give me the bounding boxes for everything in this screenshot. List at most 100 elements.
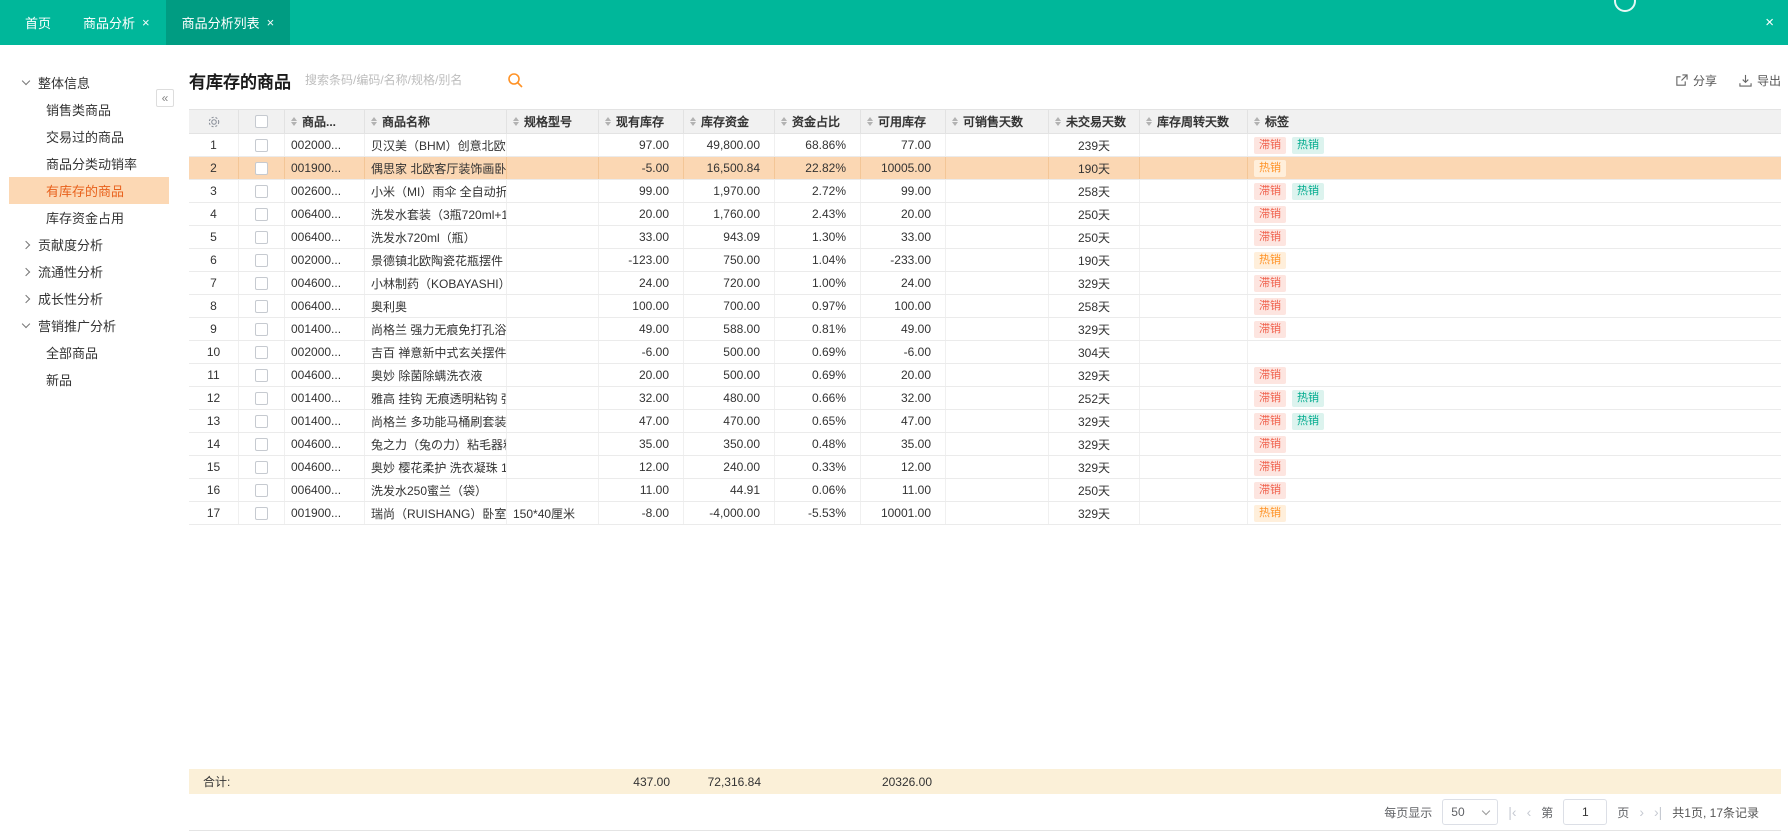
row-checkbox[interactable] [255,230,268,244]
row-checkbox[interactable] [255,184,268,198]
sidebar-item-label: 全部商品 [46,346,99,361]
sidebar-item-1[interactable]: 销售类商品 [9,96,169,123]
tab-close-icon[interactable]: × [142,15,150,30]
column-header-name[interactable]: 商品名称 [365,110,507,133]
row-checkbox[interactable] [255,437,268,451]
sidebar-item-8[interactable]: 成长性分析 [9,285,169,312]
table-row-3[interactable]: 3 002600... 小米（MI）雨伞 全自动折叠 99.00 1,970.00 2.7… [189,180,1781,203]
row-checkbox[interactable] [255,276,268,290]
row-checkbox[interactable] [255,299,268,313]
sort-icon[interactable] [952,117,958,126]
row-checkbox[interactable] [255,207,268,221]
table-row-15[interactable]: 15 004600... 奥妙 樱花柔护 洗衣凝珠 10 12.00 240.00 0.3… [189,456,1781,479]
share-button[interactable]: 分享 [1675,72,1717,89]
sort-icon[interactable] [690,117,696,126]
sidebar-item-0[interactable]: 整体信息 [9,69,169,96]
row-checkbox[interactable] [255,483,268,497]
table-row-10[interactable]: 10 002000... 吉百 禅意新中式玄关摆件套 -6.00 500.00 0.69%… [189,341,1781,364]
table-row-14[interactable]: 14 004600... 兔之力（兔の力）粘毛器粘 35.00 350.00 0.48% 3… [189,433,1781,456]
table-row-1[interactable]: 1 002000...贝汉美（BHM）创意北欧陶瓷 97.0049,800.0068… [189,134,1781,157]
column-header-code[interactable]: 商品... [285,110,365,133]
table-row-16[interactable]: 16 006400... 洗发水250蜜兰（袋） 11.00 44.91 0.06% 11.… [189,479,1781,502]
column-header-turnover_days[interactable]: 库存周转天数 [1140,110,1248,133]
sort-icon[interactable] [1146,117,1152,126]
cell-sellable-days [946,134,1049,156]
row-checkbox[interactable] [255,391,268,405]
sidebar-collapse-button[interactable]: « [156,89,174,107]
row-checkbox[interactable] [255,161,268,175]
table-row-7[interactable]: 7004600...小林制药（KOBAYASHI）日24.00720.001.0… [189,272,1781,295]
avatar-circle-icon[interactable] [1614,0,1636,12]
sidebar-item-2[interactable]: 交易过的商品 [9,123,169,150]
row-checkbox[interactable] [255,322,268,336]
next-page-button[interactable]: › [1639,804,1644,820]
sidebar-item-7[interactable]: 流通性分析 [9,258,169,285]
sidebar-item-6[interactable]: 贡献度分析 [9,231,169,258]
sidebar-item-4[interactable]: 有库存的商品 [9,177,169,204]
row-index: 10 [189,341,239,363]
row-checkbox[interactable] [255,368,268,382]
sort-icon[interactable] [371,117,377,126]
sort-icon[interactable] [605,117,611,126]
export-button[interactable]: 导出 [1739,72,1781,89]
page-number-input[interactable] [1563,799,1608,825]
header-checkbox[interactable] [255,115,268,128]
table-row-5[interactable]: 5 006400... 洗发水720ml（瓶） 33.00 943.09 1.30% 33.… [189,226,1781,249]
table-row-6[interactable]: 6 002000... 景德镇北欧陶瓷花瓶摆件 优 -123.00 750.00 1.04… [189,249,1781,272]
sort-icon[interactable] [291,117,297,126]
cell-turnover-days [1140,226,1248,248]
table-row-13[interactable]: 13 001400... 尚格兰 多功能马桶刷套装 无 47.00 470.00 0.65… [189,410,1781,433]
share-label: 分享 [1692,73,1717,88]
row-checkbox[interactable] [255,414,268,428]
column-header-avail[interactable]: 可用库存 [861,110,946,133]
table-row-11[interactable]: 11 004600... 奥妙 除菌除螨洗衣液 20.00 500.00 0.69% 20.… [189,364,1781,387]
column-header-no_trade_days[interactable]: 未交易天数 [1049,110,1140,133]
cell-sellable-days [946,433,1049,455]
last-page-button[interactable]: ›| [1653,804,1663,820]
table-row-17[interactable]: 17 001900... 瑞尚（RUISHANG）卧室挂 150*40厘米 -8.00-… [189,502,1781,525]
column-header-tags[interactable]: 标签 [1248,110,1781,133]
column-header-stock[interactable]: 现有库存 [599,110,684,133]
tab-2[interactable]: 商品分析列表 × [165,0,291,45]
column-header-sell_days[interactable]: 可销售天数 [946,110,1049,133]
table-row-4[interactable]: 4 006400... 洗发水套装（3瓶720ml+1瓶 20.00 1,760.00 2… [189,203,1781,226]
column-header-fund[interactable]: 库存资金 [684,110,775,133]
row-checkbox[interactable] [255,460,268,474]
row-checkbox[interactable] [255,506,268,520]
row-index: 9 [189,318,239,340]
row-checkbox[interactable] [255,253,268,267]
sidebar-item-11[interactable]: 新品 [9,366,169,393]
column-settings-gear-icon[interactable] [189,110,239,133]
column-header-check[interactable] [239,110,285,133]
sort-icon[interactable] [781,117,787,126]
table-row-2[interactable]: 2 001900... 偶思家 北欧客厅装饰画卧室 -5.00 16,500.84 22.… [189,157,1781,180]
row-index: 2 [189,157,239,179]
search-icon[interactable] [507,72,523,88]
sidebar-item-5[interactable]: 库存资金占用 [9,204,169,231]
summary-empty [239,769,285,794]
search-input[interactable] [305,73,503,87]
share-icon [1675,73,1688,87]
sidebar-item-3[interactable]: 商品分类动销率 [9,150,169,177]
sidebar-item-9[interactable]: 营销推广分析 [9,312,169,339]
prev-page-button[interactable]: ‹ [1526,804,1532,820]
sort-icon[interactable] [1055,117,1061,126]
tab-1[interactable]: 商品分析 × [67,0,166,45]
sort-icon[interactable] [867,117,873,126]
column-header-ratio[interactable]: 资金占比 [775,110,861,133]
sidebar-item-10[interactable]: 全部商品 [9,339,169,366]
table-row-9[interactable]: 9 001400... 尚格兰 强力无痕免打孔浴室 49.00 588.00 0.81% 4… [189,318,1781,341]
row-checkbox[interactable] [255,345,268,359]
first-page-button[interactable]: |‹ [1508,804,1517,820]
row-checkbox-cell [239,134,285,156]
tab-0[interactable]: 首页 [9,0,67,45]
table-row-8[interactable]: 8 006400... 奥利奥 100.00 700.00 0.97% 100.00 258天… [189,295,1781,318]
row-checkbox[interactable] [255,138,268,152]
page-size-select[interactable]: 50 [1442,799,1499,825]
column-header-spec[interactable]: 规格型号 [507,110,599,133]
tab-close-icon[interactable]: × [266,15,275,30]
sort-icon[interactable] [1254,117,1260,126]
sort-icon[interactable] [513,117,519,126]
window-close-icon[interactable]: × [1765,14,1774,31]
